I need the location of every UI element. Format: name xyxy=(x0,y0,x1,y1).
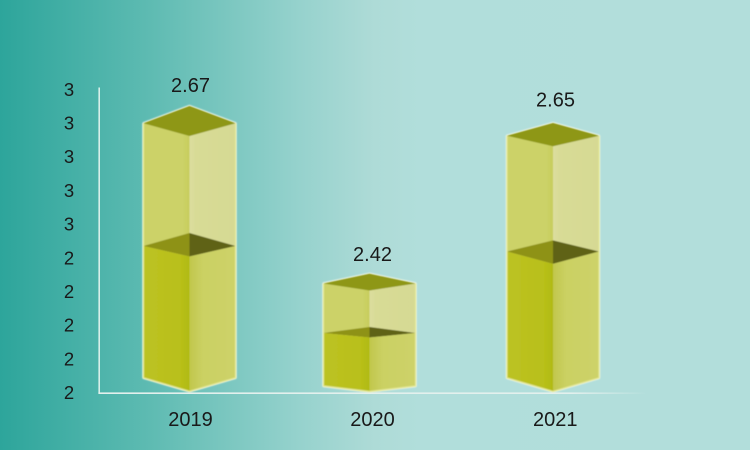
svg-text:2020: 2020 xyxy=(350,409,395,431)
svg-text:2: 2 xyxy=(64,281,74,302)
svg-text:2021: 2021 xyxy=(533,409,578,431)
svg-text:2: 2 xyxy=(64,315,74,336)
svg-text:3: 3 xyxy=(64,146,74,167)
svg-text:2.65: 2.65 xyxy=(536,90,575,112)
svg-text:2: 2 xyxy=(64,382,74,403)
svg-text:2: 2 xyxy=(64,348,74,369)
svg-text:3: 3 xyxy=(64,180,74,201)
svg-text:2019: 2019 xyxy=(168,409,213,431)
svg-text:3: 3 xyxy=(64,112,74,133)
svg-text:2.42: 2.42 xyxy=(353,244,392,266)
svg-text:2: 2 xyxy=(64,247,74,268)
svg-text:2.67: 2.67 xyxy=(171,75,210,97)
svg-text:3: 3 xyxy=(64,79,74,100)
svg-text:3: 3 xyxy=(64,214,74,235)
